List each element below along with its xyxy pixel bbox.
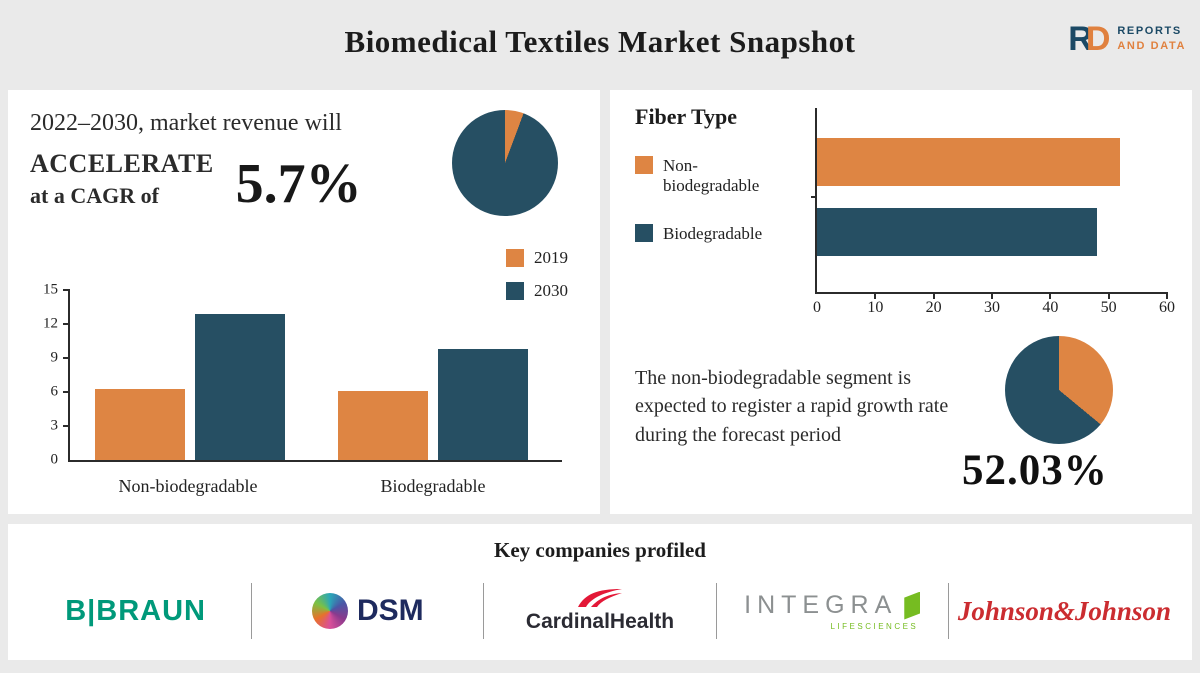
brand-text: REPORTS AND DATA xyxy=(1117,24,1186,54)
legend-item-biodegradable: Biodegradable xyxy=(635,224,762,244)
integra-subtext: LIFESCIENCES xyxy=(830,622,919,631)
x-tick-mark xyxy=(991,292,993,299)
y-category-tick xyxy=(811,196,817,198)
x-tick-mark xyxy=(1107,292,1110,299)
brand-mark-d: D xyxy=(1085,20,1111,58)
category-label-biodegradable: Biodegradable xyxy=(380,476,486,496)
legend-label-2030: 2030 xyxy=(534,281,568,300)
y-tick-label: 12 xyxy=(43,315,58,332)
divider xyxy=(715,583,717,639)
headline-cagr-label: at a CAGR of xyxy=(30,183,159,208)
legend-label-2019: 2019 xyxy=(534,248,568,267)
fiber-type-hbar-chart: 0 10 20 30 40 50 60 xyxy=(811,108,1175,316)
divider xyxy=(947,583,949,639)
cardinal-health-logo: CardinalHealth xyxy=(525,610,675,633)
x-tick-label: 20 xyxy=(925,299,942,316)
cardinal-wing-icon xyxy=(578,589,622,607)
legend-item-non-biodegradable: Non- biodegradable xyxy=(635,156,762,196)
x-tick-label: 0 xyxy=(813,299,821,316)
y-tick-mark xyxy=(63,391,70,393)
companies-title: Key companies profiled xyxy=(494,538,706,562)
x-tick-label: 50 xyxy=(1100,299,1117,316)
x-tick-label: 60 xyxy=(1159,299,1175,316)
headline-accelerate: ACCELERATE xyxy=(30,149,214,178)
brand-line-1: REPORTS xyxy=(1117,25,1182,38)
y-tick-mark xyxy=(63,357,70,359)
bar-2030-biodegradable xyxy=(438,348,528,460)
headline-line-1: 2022–2030, market revenue will xyxy=(30,110,342,136)
segment-share-value: 52.03% xyxy=(962,447,1108,494)
legend-swatch-biodegradable xyxy=(635,224,653,243)
x-tick-label: 10 xyxy=(867,299,884,316)
revenue-headline: 2022–2030, market revenue will ACCELERAT… xyxy=(30,110,450,216)
x-tick-mark xyxy=(874,292,877,299)
legend-swatch-2030 xyxy=(506,282,524,300)
company-integra: INTEGRA LIFESCIENCES xyxy=(717,591,948,631)
y-tick-label: 3 xyxy=(50,417,59,434)
hbar-biodegradable xyxy=(817,208,1097,256)
y-tick-label: 9 xyxy=(50,349,59,366)
bar-2019-biodegradable xyxy=(338,390,428,460)
x-tick-mark xyxy=(1166,292,1168,299)
category-label-non-biodegradable: Non-biodegradable xyxy=(118,476,258,496)
fiber-type-legend: Non- biodegradable Biodegradable xyxy=(635,156,762,244)
dsm-logo: DSM xyxy=(356,594,424,627)
company-logo-row: B|BRAUN DSM CardinalHealth xyxy=(20,574,1180,648)
brand-logo: RD REPORTS AND DATA xyxy=(1068,22,1186,56)
cagr-value: 5.7% xyxy=(235,153,362,216)
company-bbraun: B|BRAUN xyxy=(20,595,251,628)
companies-panel: Key companies profiled B|BRAUN DSM Cardi… xyxy=(8,524,1192,660)
revenue-panel: 2022–2030, market revenue will ACCELERAT… xyxy=(8,90,600,514)
company-johnson-and-johnson: Johnson&Johnson xyxy=(949,596,1180,627)
x-tick-label: 40 xyxy=(1042,299,1059,316)
segment-note: The non-biodegradable segment is expecte… xyxy=(635,367,949,446)
fiber-type-panel: Fiber Type Non- biodegradable Biodegrada… xyxy=(610,90,1192,514)
legend-swatch-non-biodegradable xyxy=(635,156,653,174)
fiber-type-title: Fiber Type xyxy=(635,104,738,129)
y-tick-mark xyxy=(63,323,70,325)
legend-item-2030: 2030 xyxy=(506,281,568,301)
company-dsm: DSM xyxy=(252,593,483,629)
integra-flag-icon xyxy=(904,591,921,620)
legend-label-non-biodegradable: Non- biodegradable xyxy=(663,156,760,196)
legend-swatch-2019 xyxy=(506,249,524,267)
company-cardinal-health: CardinalHealth xyxy=(484,588,715,634)
segment-share-pie-chart xyxy=(1005,336,1113,444)
bar-2019-non-biodegradable xyxy=(95,388,185,460)
year-legend: 2019 2030 xyxy=(506,248,568,301)
x-tick-mark xyxy=(1049,292,1052,299)
y-tick-mark xyxy=(63,425,70,427)
integra-logo: INTEGRA xyxy=(744,591,898,619)
divider xyxy=(483,583,485,639)
hbar-non-biodegradable xyxy=(817,138,1121,186)
headline-row: ACCELERATE at a CAGR of 5.7% xyxy=(30,137,450,216)
bbraun-logo: B|BRAUN xyxy=(65,594,206,627)
johnson-and-johnson-logo: Johnson&Johnson xyxy=(957,595,1171,626)
divider xyxy=(251,583,253,639)
y-tick-label: 0 xyxy=(50,451,59,468)
y-tick-mark xyxy=(63,289,70,291)
brand-line-2: AND DATA xyxy=(1117,40,1186,52)
cagr-pie-chart xyxy=(452,110,558,216)
legend-label-biodegradable: Biodegradable xyxy=(663,224,763,244)
page-title: Biomedical Textiles Market Snapshot xyxy=(344,24,856,59)
revenue-bar-chart: 0 3 6 9 12 15 xyxy=(43,282,562,467)
x-tick-label: 30 xyxy=(984,299,1000,316)
bar-2030-non-biodegradable xyxy=(195,313,285,460)
y-tick-label: 15 xyxy=(43,281,58,298)
y-tick-label: 6 xyxy=(50,383,59,400)
x-tick-mark xyxy=(932,292,935,299)
dsm-sphere-icon xyxy=(311,593,348,629)
legend-item-2019: 2019 xyxy=(506,248,568,268)
brand-mark-icon: RD xyxy=(1068,22,1110,56)
brand-mark-r: R xyxy=(1068,20,1093,58)
